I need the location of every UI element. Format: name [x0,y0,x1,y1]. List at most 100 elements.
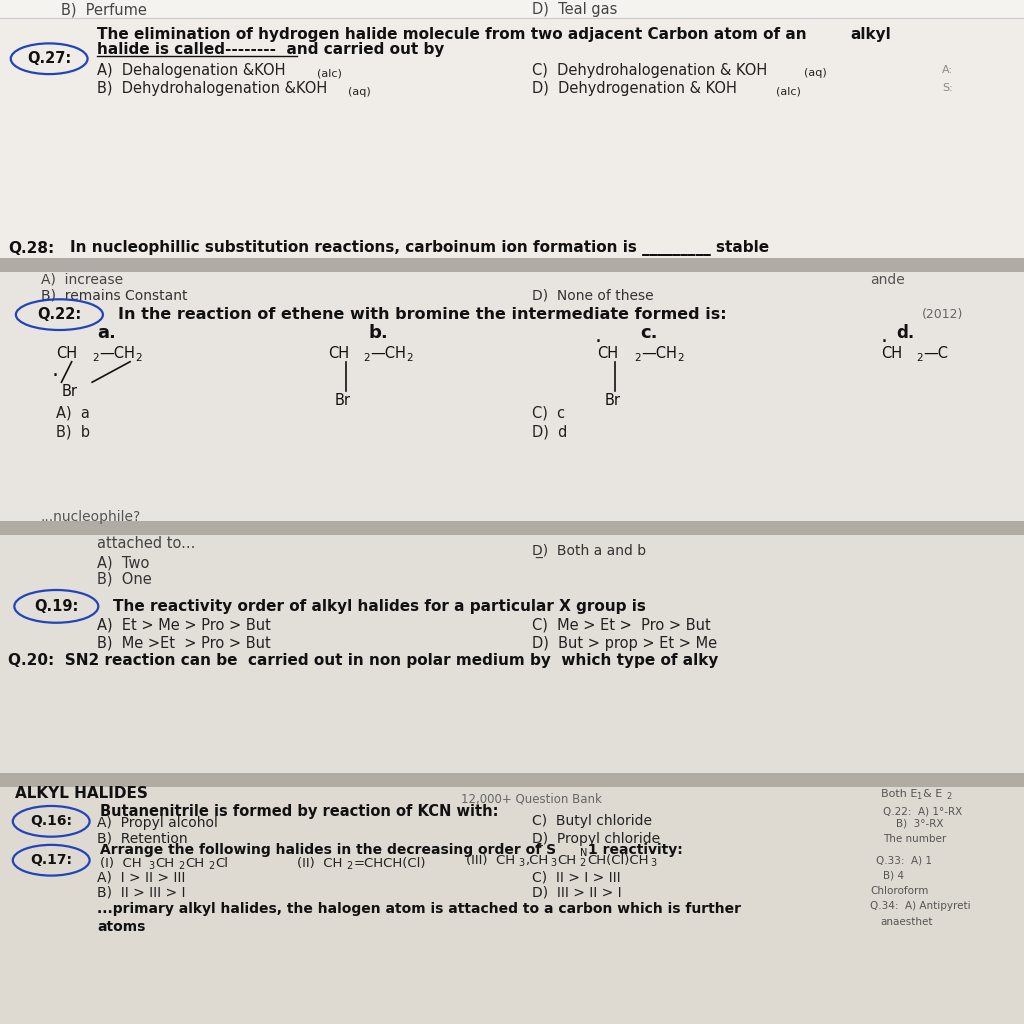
FancyBboxPatch shape [0,535,1024,773]
Text: (III)  CH: (III) CH [466,854,515,866]
Text: ...primary alkyl halides, the halogen atom is attached to a carbon which is furt: ...primary alkyl halides, the halogen at… [97,902,741,916]
FancyBboxPatch shape [0,773,1024,786]
FancyBboxPatch shape [0,258,1024,271]
Text: In the reaction of ethene with bromine the intermediate formed is:: In the reaction of ethene with bromine t… [118,307,726,323]
Text: b.: b. [369,324,388,342]
Text: B)  Me >Et  > Pro > But: B) Me >Et > Pro > But [97,636,271,650]
Text: B)  b: B) b [56,425,90,440]
Text: 2: 2 [407,352,413,362]
Text: CH: CH [328,346,349,361]
Text: —CH: —CH [371,346,407,361]
Text: 2: 2 [346,861,352,871]
Text: A)  Propyl alcohol: A) Propyl alcohol [97,816,218,830]
Text: B)  3°-RX: B) 3°-RX [896,818,943,828]
Text: (aq): (aq) [348,86,371,96]
Text: 2: 2 [580,858,586,868]
Text: (II)  CH: (II) CH [297,857,342,869]
Text: D)  But > prop > Et > Me: D) But > prop > Et > Me [532,636,718,650]
Text: 2: 2 [677,352,683,362]
Text: C)  II > I > III: C) II > I > III [532,870,622,885]
Text: —CH: —CH [99,346,135,361]
Text: The reactivity order of alkyl halides for a particular X group is: The reactivity order of alkyl halides fo… [113,599,645,613]
Text: Q.33:  A) 1: Q.33: A) 1 [876,855,932,865]
Text: 1 reactivity:: 1 reactivity: [588,843,683,857]
Text: B)  II > III > I: B) II > III > I [97,886,185,900]
Text: Q.20:  SN2 reaction can be  carried out in non polar medium by  which type of al: Q.20: SN2 reaction can be carried out in… [8,653,719,668]
Text: ·: · [881,332,888,352]
Text: A)  increase: A) increase [41,272,123,287]
Text: atoms: atoms [97,920,145,934]
Text: Chloroform: Chloroform [870,886,929,896]
Text: ·: · [51,366,58,386]
Text: 3: 3 [650,858,656,868]
Text: 2: 2 [208,861,214,871]
Text: Q.19:: Q.19: [34,599,79,613]
Text: halide is called--------  and carried out by: halide is called-------- and carried out… [97,42,444,57]
Text: D)  None of these: D) None of these [532,288,654,302]
Text: =CHCH(Cl): =CHCH(Cl) [353,857,426,869]
Text: A)  Two: A) Two [97,556,150,571]
Text: Br: Br [61,384,78,399]
Text: D̲)  Propyl chloride: D̲) Propyl chloride [532,831,660,846]
Text: Both E: Both E [881,788,918,799]
FancyBboxPatch shape [0,786,1024,1024]
Text: —C: —C [924,346,948,361]
Text: D)  Dehydrogenation & KOH: D) Dehydrogenation & KOH [532,81,737,96]
Text: B)  One: B) One [97,571,152,586]
Text: Cl: Cl [215,857,228,869]
Text: d.: d. [896,324,914,342]
Text: Q.22:  A) 1°-RX: Q.22: A) 1°-RX [883,806,962,816]
Text: A:: A: [942,65,953,75]
Text: (aq): (aq) [804,68,826,78]
Text: CH(Cl)CH: CH(Cl)CH [587,854,648,866]
Text: a.: a. [97,324,116,342]
Text: 3: 3 [148,861,155,871]
Text: (2012): (2012) [922,308,963,322]
Text: ALKYL HALIDES: ALKYL HALIDES [15,786,148,801]
Text: 3: 3 [518,858,524,868]
Text: A)  Dehalogenation &KOH: A) Dehalogenation &KOH [97,62,286,78]
Text: C)  Butyl chloride: C) Butyl chloride [532,814,652,828]
Text: ...nucleophile?: ...nucleophile? [41,510,141,524]
Text: N: N [580,848,587,858]
Text: S:: S: [942,83,952,93]
Text: CH: CH [56,346,78,361]
Text: (alc): (alc) [776,86,801,96]
Text: anaesthet: anaesthet [881,916,933,927]
Text: (alc): (alc) [317,68,342,78]
Text: & E: & E [923,788,942,799]
Text: B)  Dehydrohalogenation &KOH: B) Dehydrohalogenation &KOH [97,81,328,96]
Text: 3: 3 [550,858,556,868]
Text: Q.22:: Q.22: [37,307,82,323]
FancyBboxPatch shape [0,271,1024,524]
FancyBboxPatch shape [0,0,1024,17]
Text: 1: 1 [916,793,922,801]
Text: Q.16:: Q.16: [30,814,73,828]
Text: D̲)  Both a and b: D̲) Both a and b [532,544,646,558]
Text: Q.34:  A) Antipyreti: Q.34: A) Antipyreti [870,901,971,911]
Text: attached to...: attached to... [97,537,196,552]
Text: B) 4: B) 4 [883,870,904,881]
Text: ande: ande [870,272,905,287]
Text: C)  Me > Et >  Pro > But: C) Me > Et > Pro > But [532,617,712,632]
Text: A)  Et > Me > Pro > But: A) Et > Me > Pro > But [97,617,271,632]
Text: 2: 2 [946,793,951,801]
Text: CH: CH [557,854,577,866]
Text: The number: The number [883,834,946,844]
Text: Arrange the following halides in the decreasing order of S: Arrange the following halides in the dec… [100,843,556,857]
Text: Q.17:: Q.17: [30,853,73,867]
FancyBboxPatch shape [0,521,1024,535]
Text: CH: CH [597,346,618,361]
Text: C)  Dehydrohalogenation & KOH: C) Dehydrohalogenation & KOH [532,62,768,78]
Text: The elimination of hydrogen halide molecule from two adjacent Carbon atom of an: The elimination of hydrogen halide molec… [97,27,807,42]
Text: 2: 2 [178,861,184,871]
Text: 2: 2 [364,352,370,362]
Text: Br: Br [604,393,621,409]
Text: B)  Perfume: B) Perfume [61,2,147,17]
Text: CH: CH [881,346,902,361]
Text: CH: CH [156,857,175,869]
Text: 12,000+ Question Bank: 12,000+ Question Bank [461,793,602,805]
Text: D)  d: D) d [532,425,568,440]
Text: (I)  CH: (I) CH [100,857,142,869]
Text: C)  c: C) c [532,406,565,421]
